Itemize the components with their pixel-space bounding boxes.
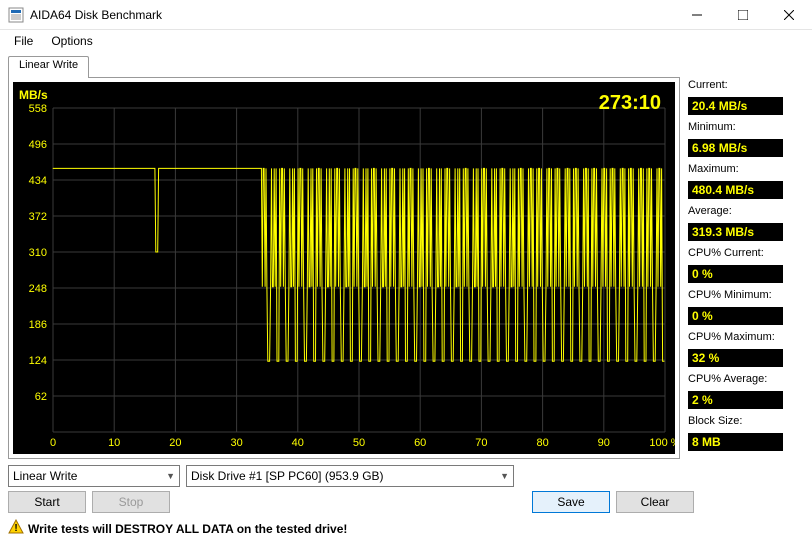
warning-text: Write tests will DESTROY ALL DATA on the… bbox=[28, 522, 347, 536]
svg-text:60: 60 bbox=[414, 437, 426, 449]
close-button[interactable] bbox=[766, 0, 812, 29]
menu-file[interactable]: File bbox=[6, 32, 41, 50]
svg-text:434: 434 bbox=[29, 175, 47, 187]
titlebar: AIDA64 Disk Benchmark bbox=[0, 0, 812, 30]
svg-text:10: 10 bbox=[108, 437, 120, 449]
app-icon bbox=[8, 7, 24, 23]
stat-label: CPU% Average: bbox=[688, 373, 783, 385]
svg-text:62: 62 bbox=[35, 391, 47, 403]
stat-label: Block Size: bbox=[688, 415, 783, 427]
save-button[interactable]: Save bbox=[532, 491, 610, 513]
stat-value: 2 % bbox=[688, 391, 783, 409]
stats-panel: Current: 20.4 MB/s Minimum: 6.98 MB/s Maximu… bbox=[688, 77, 783, 459]
svg-text:100 %: 100 % bbox=[649, 437, 675, 449]
stat-label: Minimum: bbox=[688, 121, 783, 133]
window-title: AIDA64 Disk Benchmark bbox=[30, 8, 674, 22]
svg-text:30: 30 bbox=[230, 437, 242, 449]
stat-value: 32 % bbox=[688, 349, 783, 367]
svg-text:40: 40 bbox=[292, 437, 304, 449]
svg-text:50: 50 bbox=[353, 437, 365, 449]
chevron-down-icon: ▼ bbox=[166, 471, 175, 481]
svg-text:20: 20 bbox=[169, 437, 181, 449]
menubar: File Options bbox=[0, 30, 812, 52]
clear-button[interactable]: Clear bbox=[616, 491, 694, 513]
stat-label: CPU% Minimum: bbox=[688, 289, 783, 301]
stat-label: CPU% Maximum: bbox=[688, 331, 783, 343]
stat-label: Maximum: bbox=[688, 163, 783, 175]
tab-linear-write[interactable]: Linear Write bbox=[8, 56, 89, 78]
svg-text:558: 558 bbox=[29, 103, 47, 115]
tab-strip: Linear Write bbox=[8, 56, 804, 78]
svg-text:248: 248 bbox=[29, 283, 47, 295]
drive-select[interactable]: Disk Drive #1 [SP PC60] (953.9 GB) ▼ bbox=[186, 465, 514, 487]
y-axis-label: MB/s bbox=[19, 88, 48, 102]
stat-value: 6.98 MB/s bbox=[688, 139, 783, 157]
svg-text:!: ! bbox=[14, 523, 17, 534]
svg-text:496: 496 bbox=[29, 139, 47, 151]
stat-value: 0 % bbox=[688, 307, 783, 325]
mode-select[interactable]: Linear Write ▼ bbox=[8, 465, 180, 487]
start-button[interactable]: Start bbox=[8, 491, 86, 513]
maximize-button[interactable] bbox=[720, 0, 766, 29]
elapsed-timer: 273:10 bbox=[599, 92, 661, 115]
svg-text:124: 124 bbox=[29, 355, 47, 367]
stat-value: 0 % bbox=[688, 265, 783, 283]
stat-label: CPU% Current: bbox=[688, 247, 783, 259]
warning-bar: ! Write tests will DESTROY ALL DATA on t… bbox=[8, 517, 804, 540]
svg-text:70: 70 bbox=[475, 437, 487, 449]
svg-text:80: 80 bbox=[536, 437, 548, 449]
svg-text:372: 372 bbox=[29, 211, 47, 223]
stat-value: 319.3 MB/s bbox=[688, 223, 783, 241]
svg-text:186: 186 bbox=[29, 319, 47, 331]
stop-button[interactable]: Stop bbox=[92, 491, 170, 513]
svg-text:90: 90 bbox=[598, 437, 610, 449]
mode-select-value: Linear Write bbox=[13, 469, 77, 483]
warning-icon: ! bbox=[8, 519, 24, 538]
svg-text:0: 0 bbox=[50, 437, 56, 449]
stat-label: Current: bbox=[688, 79, 783, 91]
chevron-down-icon: ▼ bbox=[500, 471, 509, 481]
chart-container: MB/s 273:10 62 124 186 248 310 372 434 496 558 0 1… bbox=[8, 77, 680, 459]
stat-value: 480.4 MB/s bbox=[688, 181, 783, 199]
minimize-button[interactable] bbox=[674, 0, 720, 29]
stat-value: 8 MB bbox=[688, 433, 783, 451]
drive-select-value: Disk Drive #1 [SP PC60] (953.9 GB) bbox=[191, 469, 384, 483]
svg-text:310: 310 bbox=[29, 247, 47, 259]
menu-options[interactable]: Options bbox=[43, 32, 100, 50]
chart: MB/s 273:10 62 124 186 248 310 372 434 496 558 0 1… bbox=[13, 82, 675, 454]
stat-value: 20.4 MB/s bbox=[688, 97, 783, 115]
stat-label: Average: bbox=[688, 205, 783, 217]
